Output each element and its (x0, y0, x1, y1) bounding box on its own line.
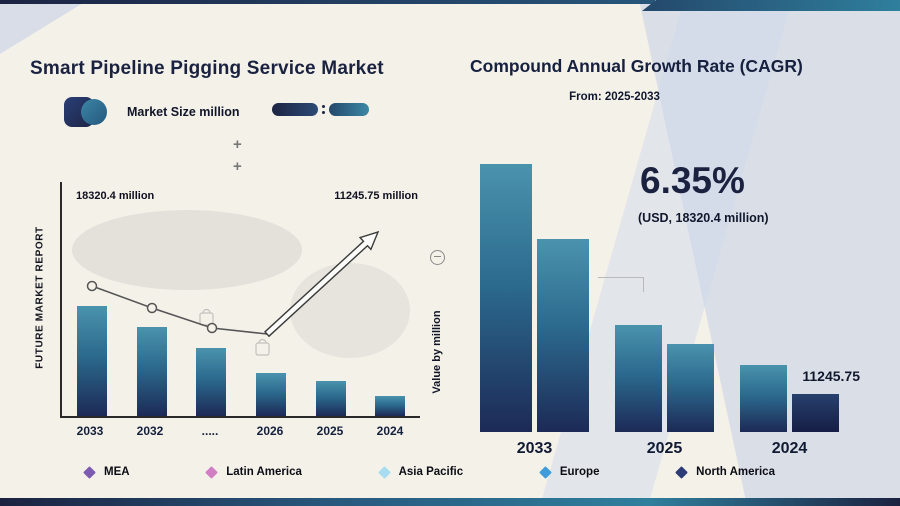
left-x-labels: 2033 2032..... 2026 2025 2024 (60, 424, 420, 438)
cagr-group-2024: 2024 (740, 365, 839, 457)
legend-label: Europe (559, 466, 600, 478)
market-bar-2025 (315, 381, 346, 416)
legend-label: Latin America (226, 466, 302, 478)
market-bar-2024 (375, 396, 406, 416)
legend-diamond-icon (377, 465, 391, 479)
left-axis-year: 2025 (316, 424, 344, 438)
market-size-label: Market Size million (127, 105, 240, 119)
left-axis-year: ..... (201, 424, 219, 438)
left-axis-year: 2033 (76, 424, 104, 438)
legend-item-north-america: North America (675, 465, 775, 479)
left-axis-year: 2032 (136, 424, 164, 438)
cagr-value: 6.35% (640, 160, 745, 201)
cagr-axis-year: 2033 (516, 440, 553, 457)
end-value-label: 11245.75 (802, 368, 860, 384)
market-bar-2032 (136, 327, 167, 416)
value-annotation-2033: 18320.4 million (76, 190, 155, 202)
left-axis-year: 2024 (376, 424, 404, 438)
market-size-chart: 18320.4 million 11245.75 million (60, 182, 420, 418)
top-strip (0, 0, 655, 4)
legend-label: MEA (104, 466, 130, 478)
cagr-group-bars (740, 365, 839, 432)
market-bar-mid (196, 348, 227, 416)
legend-item-europe: Europe (538, 465, 600, 479)
circle-minus-icon (430, 250, 445, 265)
left-bar-column (360, 396, 420, 416)
cagr-bar-2024-series-1 (740, 365, 787, 432)
market-bar-2033 (76, 306, 107, 416)
cagr-bar-2025-series-2 (667, 344, 714, 432)
decorative-pills (272, 103, 372, 117)
cagr-title: Compound Annual Growth Rate (CAGR) (470, 56, 803, 76)
cagr-axis-year: 2025 (646, 440, 683, 457)
cloud-decoration (72, 210, 302, 290)
market-size-icon (64, 96, 112, 128)
top-right-strip (642, 0, 900, 11)
legend-diamond-icon (83, 465, 96, 479)
left-bar-column (301, 381, 361, 416)
right-groups: 2033 2025 2024 (480, 160, 839, 457)
cagr-caption: (USD, 18320.4 million) (638, 211, 769, 225)
value-annotation-2024: 11245.75 million (334, 190, 418, 202)
cagr-group-2033: 2033 (480, 164, 589, 457)
legend-label: North America (696, 466, 775, 478)
watermark-future-market-report: FUTURE MARKET REPORT (34, 226, 46, 369)
cagr-axis-year: 2024 (771, 440, 808, 457)
cagr-group-bars (615, 325, 714, 432)
plus-decoration: + (233, 158, 242, 175)
cagr-subtitle: From: 2025-2033 (569, 91, 660, 103)
page-title: Smart Pipeline Pigging Service Market (30, 58, 384, 79)
legend-item-mea: MEA (83, 465, 130, 479)
legend-diamond-icon (538, 465, 552, 479)
left-bar-column (62, 306, 122, 416)
cagr-group-bars (480, 164, 589, 432)
left-bar-column (241, 373, 301, 416)
region-legend: MEA Latin America Asia Pacific Europe North … (83, 465, 775, 479)
cagr-bar-2033-series-2 (537, 239, 589, 432)
market-bar-2026 (255, 373, 286, 416)
cagr-chart: 2033 2025 2024 11245.75 (472, 160, 872, 457)
bracket-decoration (598, 277, 644, 292)
legend-diamond-icon (205, 465, 219, 479)
legend-item-latin-america: Latin America (205, 465, 302, 479)
cagr-bar-2024-series-2 (792, 394, 839, 432)
legend-label: Asia Pacific (398, 466, 464, 478)
legend-item-asia-pacific: Asia Pacific (377, 465, 464, 479)
plus-decoration: + (233, 136, 242, 153)
legend-diamond-icon (675, 465, 689, 479)
value-axis-label: Value by million (431, 310, 443, 394)
cagr-bar-2025-series-1 (615, 325, 662, 432)
left-bar-column (181, 348, 241, 416)
cagr-group-2025: 2025 (615, 325, 714, 457)
left-bar-column (122, 327, 182, 416)
bottom-strip (0, 498, 900, 506)
left-bars (62, 182, 420, 416)
left-axis-year: 2026 (256, 424, 284, 438)
cagr-bar-2033-series-1 (480, 164, 532, 432)
